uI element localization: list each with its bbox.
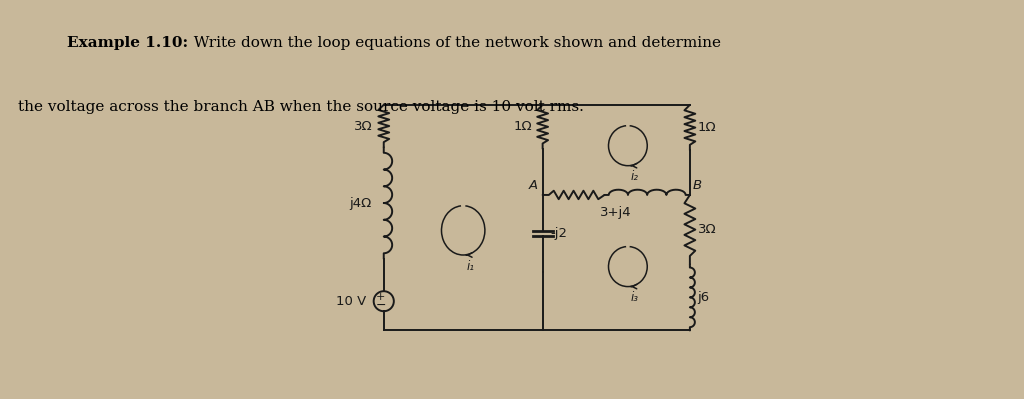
Text: -j2: -j2 (550, 227, 567, 240)
Text: B: B (693, 179, 702, 192)
Text: i₁: i₁ (467, 260, 475, 273)
Text: Example 1.10:: Example 1.10: (67, 36, 187, 50)
Text: +: + (376, 292, 385, 302)
Text: 3Ω: 3Ω (697, 223, 716, 236)
Text: −: − (376, 299, 386, 312)
Text: 10 V: 10 V (337, 295, 367, 308)
Text: 1Ω: 1Ω (513, 120, 531, 133)
Text: j6: j6 (697, 291, 710, 304)
Text: 3+j4: 3+j4 (600, 206, 632, 219)
Text: the voltage across the branch AB when the source voltage is 10 volt rms.: the voltage across the branch AB when th… (18, 100, 585, 114)
Text: 3Ω: 3Ω (354, 120, 373, 132)
Text: Write down the loop equations of the network shown and determine: Write down the loop equations of the net… (184, 36, 721, 50)
Text: i₂: i₂ (631, 170, 639, 183)
Text: j4Ω: j4Ω (349, 197, 372, 209)
Text: 1Ω: 1Ω (697, 121, 716, 134)
Text: i₃: i₃ (631, 291, 639, 304)
Text: A: A (528, 179, 538, 192)
